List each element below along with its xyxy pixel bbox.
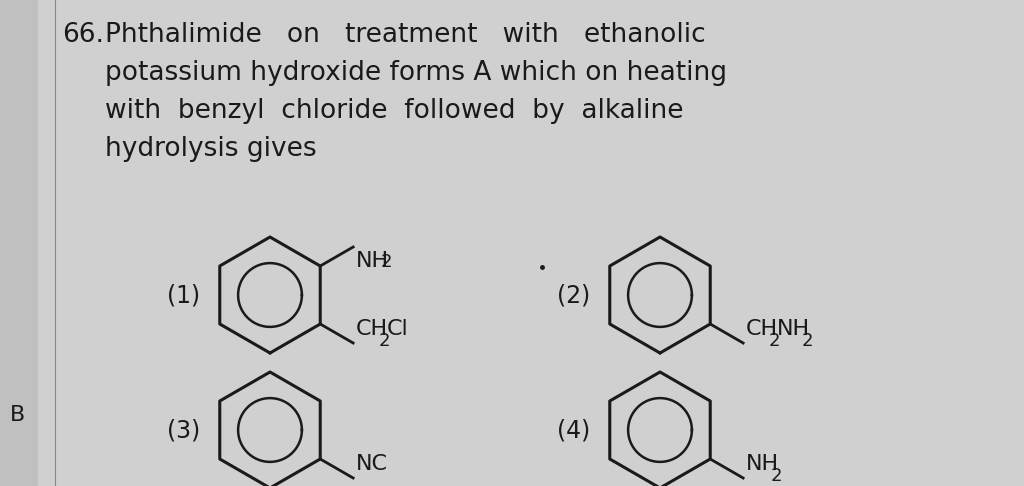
Text: (3): (3) [167,418,200,442]
Text: NH: NH [777,319,810,339]
Text: B: B [10,405,26,425]
Text: 2: 2 [378,332,390,350]
Text: 2: 2 [768,332,779,350]
Text: (4): (4) [557,418,590,442]
Text: 2: 2 [380,253,391,271]
Text: CH: CH [746,319,778,339]
Text: potassium hydroxide forms A which on heating: potassium hydroxide forms A which on hea… [105,60,727,86]
Bar [0,0,38,486]
Text: NH: NH [746,454,779,474]
Text: Cl: Cl [387,319,409,339]
Text: 2: 2 [770,467,781,485]
Text: hydrolysis gives: hydrolysis gives [105,136,316,162]
Text: Phthalimide   on   treatment   with   ethanolic: Phthalimide on treatment with ethanolic [105,22,706,48]
Text: with  benzyl  chloride  followed  by  alkaline: with benzyl chloride followed by alkalin… [105,98,683,124]
Text: NH: NH [356,251,389,271]
Text: (2): (2) [557,283,590,307]
Text: CH: CH [356,319,388,339]
Text: 66.: 66. [62,22,104,48]
Text: NC: NC [356,454,388,474]
Text: 2: 2 [801,332,813,350]
Text: (1): (1) [167,283,200,307]
